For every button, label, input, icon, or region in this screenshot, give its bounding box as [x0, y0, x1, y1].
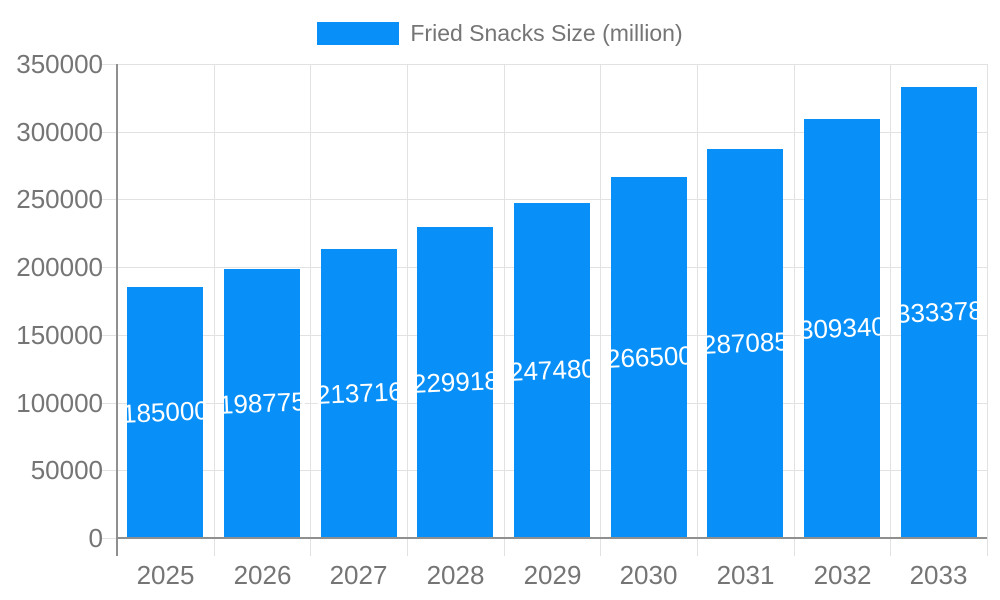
x-gridline	[697, 64, 698, 556]
bar-value-label: 333378	[894, 295, 983, 329]
bar: 185000	[121, 287, 209, 538]
x-tick-label: 2027	[329, 560, 388, 590]
y-gridline	[100, 64, 987, 65]
y-tick-label: 300000	[16, 117, 103, 147]
x-tick-label: 2033	[909, 560, 968, 590]
x-gridline	[310, 64, 311, 556]
x-tick-label: 2028	[426, 560, 485, 590]
x-gridline	[504, 64, 505, 556]
x-tick-label: 2030	[619, 560, 678, 590]
y-tick-label: 150000	[16, 320, 103, 350]
y-tick-label: 200000	[16, 252, 103, 282]
bar: 309340	[798, 119, 886, 538]
y-gridline	[100, 199, 987, 200]
x-tick-label: 2031	[716, 560, 775, 590]
y-tick-label: 50000	[30, 455, 103, 485]
bar-value-label: 287085	[700, 326, 789, 360]
bar-value-label: 266500	[604, 340, 693, 374]
bar-value-label: 198775	[217, 386, 306, 420]
x-tick-label: 2032	[813, 560, 872, 590]
x-axis-line	[117, 537, 987, 539]
x-gridline	[600, 64, 601, 556]
x-tick-label: 2029	[523, 560, 582, 590]
y-tick-label: 350000	[16, 49, 103, 79]
bar: 333378	[895, 87, 983, 538]
legend-label: Fried Snacks Size (million)	[410, 20, 683, 46]
y-tick-label: 0	[88, 523, 103, 553]
x-gridline	[214, 64, 215, 556]
bar: 229918	[411, 227, 499, 538]
bar-value-label: 229918	[410, 365, 499, 399]
bar-value-label: 247480	[507, 353, 596, 387]
x-gridline	[987, 64, 988, 556]
x-tick-label: 2025	[136, 560, 195, 590]
x-tick-label: 2026	[233, 560, 292, 590]
bar: 213716	[315, 249, 403, 538]
bar-value-label: 213716	[314, 376, 403, 410]
bar: 287085	[701, 149, 789, 538]
y-axis-line	[116, 64, 118, 556]
y-tick-label: 250000	[16, 184, 103, 214]
bar: 266500	[605, 177, 693, 538]
y-tick-label: 100000	[16, 388, 103, 418]
bar-value-label: 309340	[797, 311, 886, 345]
x-gridline	[407, 64, 408, 556]
bar: 247480	[508, 203, 596, 538]
x-gridline	[794, 64, 795, 556]
y-gridline	[100, 132, 987, 133]
bar: 198775	[218, 269, 306, 538]
legend-swatch	[317, 22, 400, 45]
bar-value-label: 185000	[120, 395, 209, 429]
chart-legend: Fried Snacks Size (million)	[0, 22, 1000, 45]
x-gridline	[890, 64, 891, 556]
